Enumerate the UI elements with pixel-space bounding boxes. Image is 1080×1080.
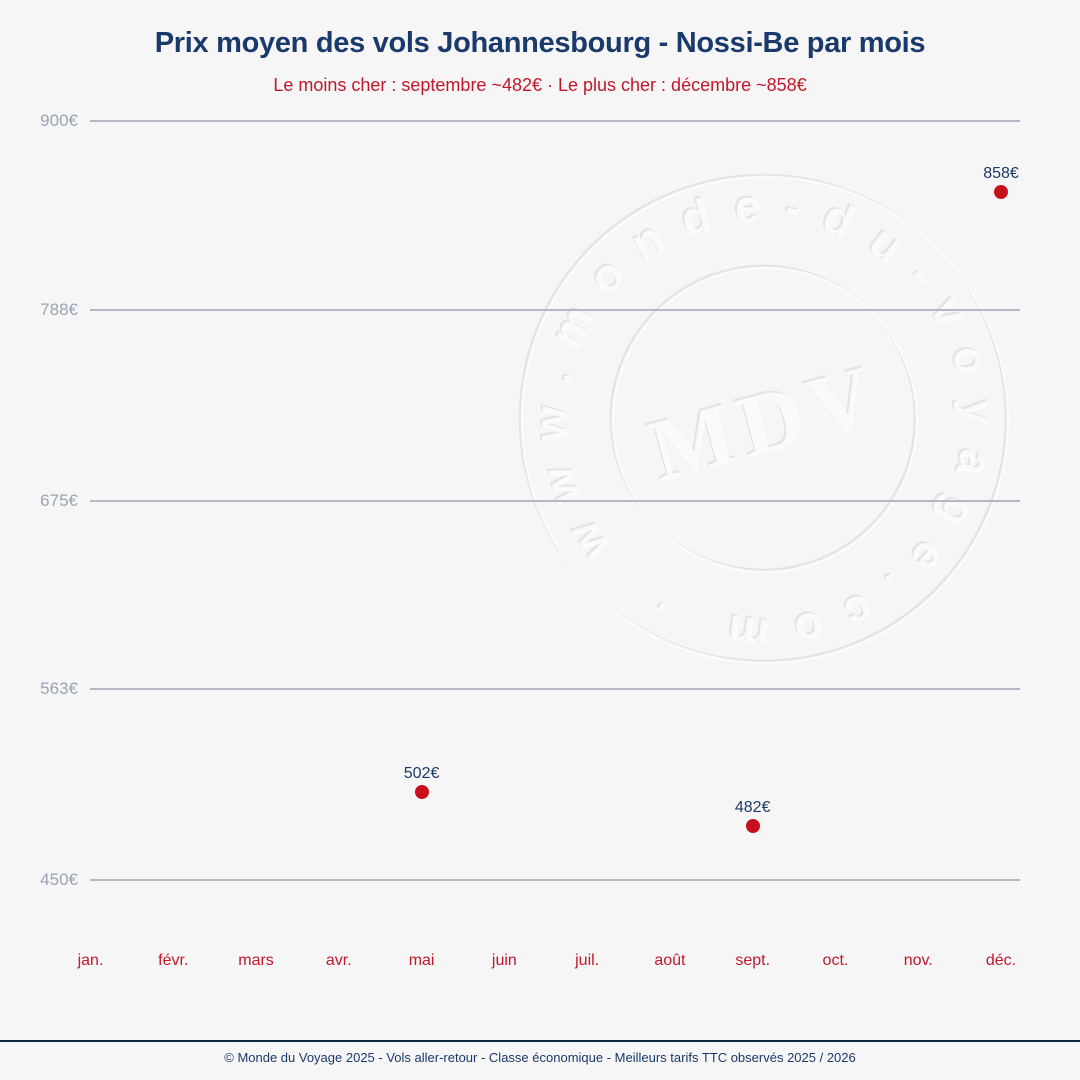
y-axis-tick-label: 900€ [40, 111, 78, 130]
y-axis-tick-label: 675€ [40, 490, 78, 510]
data-point [745, 819, 760, 834]
data-point [994, 184, 1008, 199]
gridline-563 [90, 688, 1020, 691]
data-point [414, 785, 429, 800]
chart-subtitle: Le moins cher : septembre ~482€ · Le plu… [273, 75, 807, 95]
gridline-450 [90, 879, 1020, 881]
footer-divider [0, 1040, 1080, 1042]
gridline-675 [90, 499, 1020, 502]
data-point-label: 858€ [983, 164, 1019, 182]
x-axis-label-month-3: mars [238, 952, 274, 969]
x-axis-label-month-12: déc. [985, 952, 1017, 969]
chart-title: Prix moyen des vols Johannesbourg - Noss… [154, 27, 926, 59]
x-axis-label-month-11: nov. [903, 952, 933, 969]
x-axis-label-month-5: mai [408, 952, 435, 969]
gridline-900 [90, 120, 1020, 122]
y-axis-tick-label: 788€ [40, 299, 78, 319]
x-axis-label-month-7: juil. [575, 952, 600, 969]
footer-credits: © Monde du Voyage 2025 - Vols aller-reto… [224, 1050, 856, 1065]
x-axis-label-month-1: jan. [77, 952, 104, 969]
x-axis-label-month-8: août [654, 952, 686, 969]
x-axis-label-month-10: oct. [822, 952, 849, 969]
y-axis-tick-label: 563€ [40, 679, 78, 699]
data-point-label: 502€ [403, 765, 440, 783]
y-axis-tick-label: 450€ [40, 870, 78, 889]
x-axis-label-month-6: juin [491, 952, 517, 969]
x-axis-label-month-2: févr. [158, 952, 189, 969]
data-point-label: 482€ [734, 799, 771, 817]
gridline-788 [90, 308, 1020, 311]
x-axis-label-month-4: avr. [325, 952, 352, 969]
x-axis-label-month-9: sept. [735, 952, 771, 969]
